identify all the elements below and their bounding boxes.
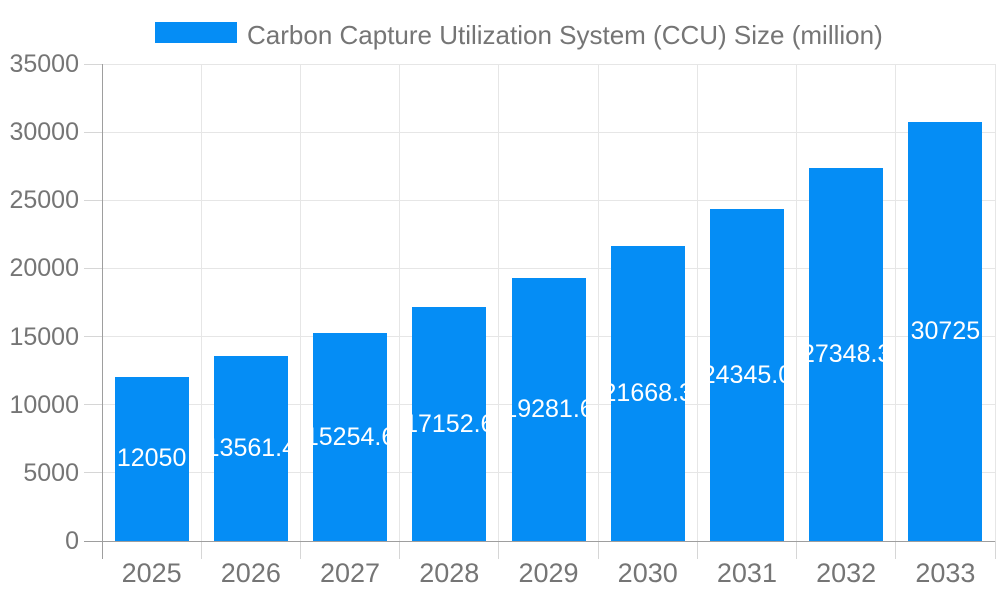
x-gridline: [200, 64, 202, 541]
x-axis-tick: [796, 541, 798, 559]
y-gridline: [102, 131, 995, 133]
y-tick-label: 35000: [9, 50, 79, 78]
legend-series-label: Carbon Capture Utilization System (CCU) …: [247, 20, 883, 50]
x-axis-tick: [498, 541, 500, 559]
bar-value-label: 24345.0: [710, 360, 784, 389]
x-tick-label: 2026: [220, 558, 281, 588]
bar[interactable]: 21668.3: [610, 245, 685, 541]
bar[interactable]: 30725: [908, 122, 983, 541]
y-axis-line: [102, 64, 103, 559]
bar[interactable]: 17152.6: [412, 307, 487, 541]
y-tick-label: 10000: [9, 390, 79, 419]
y-axis-tick: [84, 131, 102, 133]
x-axis-tick: [597, 541, 599, 559]
bar-value-label: 19281.6: [512, 395, 586, 424]
bar-value-label: 12050: [116, 444, 187, 473]
x-axis-tick: [399, 541, 401, 559]
x-gridline: [796, 64, 798, 541]
x-gridline: [299, 64, 301, 541]
bar-value-label: 27348.3: [809, 340, 883, 369]
y-gridline: [102, 63, 995, 65]
bar-value-label: 13561.4: [214, 434, 288, 463]
bar[interactable]: 12050: [114, 376, 189, 541]
y-axis-tick: [84, 199, 102, 201]
y-axis-tick: [84, 472, 102, 474]
x-tick-label: 2030: [617, 558, 678, 588]
y-tick-label: 20000: [9, 254, 79, 283]
x-axis-tick: [299, 541, 301, 559]
x-tick-label: 2029: [518, 558, 579, 588]
bar-value-label: 21668.3: [611, 378, 685, 407]
y-tick-label: 0: [65, 527, 79, 555]
x-tick-label: 2025: [121, 558, 182, 588]
y-tick-label: 15000: [9, 322, 79, 351]
y-tick-label: 30000: [9, 118, 79, 147]
bar[interactable]: 13561.4: [213, 356, 288, 541]
y-axis-tick: [84, 336, 102, 338]
x-gridline: [994, 64, 996, 541]
x-gridline: [895, 64, 897, 541]
x-tick-label: 2033: [915, 558, 976, 588]
x-tick-label: 2031: [716, 558, 777, 588]
x-tick-label: 2032: [816, 558, 877, 588]
y-axis-tick: [84, 267, 102, 269]
bar[interactable]: 15254.6: [313, 333, 388, 541]
y-gridline: [102, 267, 995, 269]
bar-value-label: 17152.6: [412, 409, 486, 438]
x-axis-line: [84, 541, 995, 542]
x-axis-tick: [895, 541, 897, 559]
x-axis-tick: [994, 541, 996, 559]
x-tick-label: 2028: [419, 558, 480, 588]
x-tick-label: 2027: [320, 558, 381, 588]
bar-value-label: 30725: [910, 317, 981, 346]
bar[interactable]: 24345.0: [709, 209, 784, 541]
chart-legend: Carbon Capture Utilization System (CCU) …: [0, 0, 1000, 55]
x-gridline: [597, 64, 599, 541]
y-tick-label: 5000: [23, 458, 79, 487]
y-axis-tick: [84, 404, 102, 406]
x-gridline: [498, 64, 500, 541]
bar-value-label: 15254.6: [313, 422, 387, 451]
x-gridline: [696, 64, 698, 541]
x-axis-tick: [200, 541, 202, 559]
x-axis-tick: [696, 541, 698, 559]
x-gridline: [399, 64, 401, 541]
y-gridline: [102, 199, 995, 201]
y-tick-label: 25000: [9, 186, 79, 215]
legend-swatch-icon: [155, 22, 237, 43]
bar[interactable]: 19281.6: [511, 278, 586, 541]
y-axis-tick: [84, 63, 102, 65]
bar[interactable]: 27348.3: [809, 168, 884, 541]
